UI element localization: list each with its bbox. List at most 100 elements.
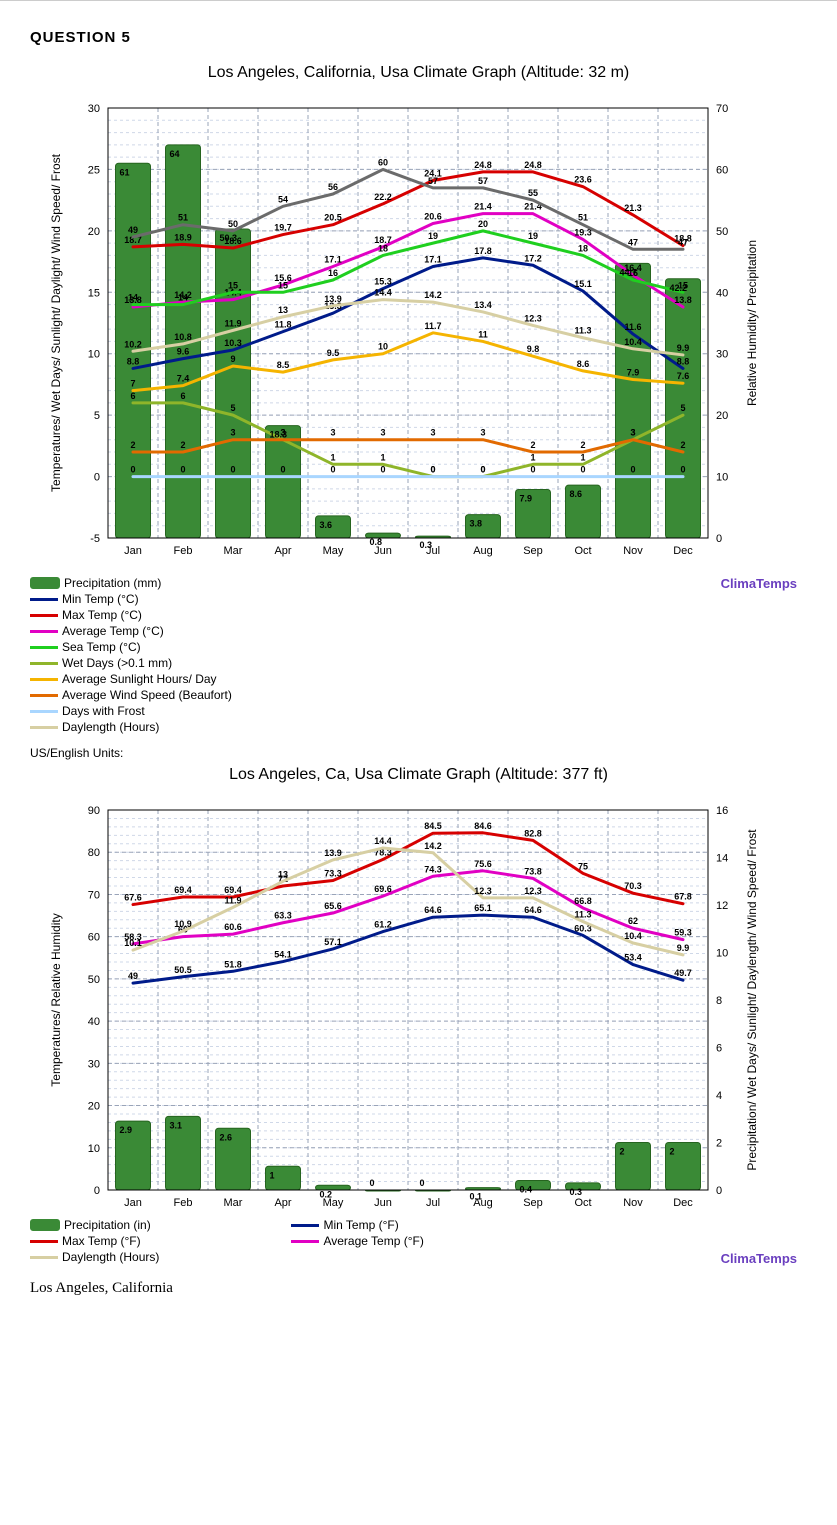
svg-text:67.8: 67.8 [674,892,692,902]
svg-text:3: 3 [230,428,235,438]
svg-text:Temperatures/ Relative Humidit: Temperatures/ Relative Humidity [49,913,63,1086]
svg-text:17.8: 17.8 [474,246,492,256]
chart2-svg: 010203040506070809002468101214164950.551… [30,790,790,1210]
svg-text:20: 20 [716,410,728,422]
svg-text:0: 0 [716,1185,722,1197]
legend-item: Average Temp (°C) [30,624,403,638]
svg-text:10.3: 10.3 [224,338,242,348]
svg-text:5: 5 [680,403,685,413]
svg-text:10.1: 10.1 [124,938,142,948]
svg-text:50: 50 [228,219,238,229]
svg-text:18: 18 [578,243,588,253]
svg-text:6: 6 [130,391,135,401]
svg-text:0: 0 [680,465,685,475]
svg-text:80: 80 [88,847,100,859]
svg-text:15: 15 [228,280,238,290]
svg-text:15.3: 15.3 [374,277,392,287]
svg-text:9.8: 9.8 [527,344,540,354]
chart2-title: Los Angeles, Ca, Usa Climate Graph (Alti… [30,766,807,784]
svg-text:1: 1 [330,452,335,462]
svg-text:3: 3 [330,428,335,438]
svg-text:13.9: 13.9 [324,848,342,858]
svg-text:49.7: 49.7 [674,968,692,978]
svg-text:Apr: Apr [274,545,291,557]
svg-text:64.6: 64.6 [524,905,542,915]
svg-text:3.1: 3.1 [170,1120,183,1130]
svg-text:Jun: Jun [374,545,392,557]
legend-item: Sea Temp (°C) [30,640,403,654]
svg-text:2.9: 2.9 [120,1125,133,1135]
svg-text:47: 47 [678,237,688,247]
svg-text:Feb: Feb [174,545,193,557]
svg-text:22.2: 22.2 [374,192,392,202]
svg-text:Jul: Jul [426,1197,440,1209]
svg-text:3: 3 [480,428,485,438]
svg-text:14.2: 14.2 [424,841,442,851]
svg-text:57: 57 [478,176,488,186]
svg-text:Nov: Nov [623,545,643,557]
svg-text:55: 55 [528,188,538,198]
svg-text:11.3: 11.3 [574,326,591,336]
svg-text:18: 18 [378,243,388,253]
svg-text:18.3: 18.3 [270,430,288,440]
svg-text:14.4: 14.4 [374,288,392,298]
svg-text:70: 70 [88,889,100,901]
svg-text:51: 51 [578,213,588,223]
brand-1: ClimaTemps [721,576,797,591]
svg-text:10.4: 10.4 [624,931,642,941]
svg-text:Precipitation/ Wet Days/ Sunli: Precipitation/ Wet Days/ Sunlight/ Dayle… [745,829,759,1171]
svg-text:0: 0 [180,465,185,475]
svg-text:65.1: 65.1 [474,903,492,913]
svg-text:25: 25 [88,164,100,176]
legend-item: Daylength (Hours) [30,1250,273,1264]
chart2: 010203040506070809002468101214164950.551… [30,790,807,1210]
svg-text:64.6: 64.6 [424,905,442,915]
svg-text:16: 16 [716,805,728,817]
svg-text:11.8: 11.8 [274,320,291,330]
svg-text:20: 20 [88,226,100,238]
legend-item: Average Sunlight Hours/ Day [30,672,403,686]
svg-text:84.5: 84.5 [424,821,442,831]
svg-text:1: 1 [530,452,535,462]
svg-text:24.8: 24.8 [524,160,542,170]
svg-text:1: 1 [270,1170,275,1180]
svg-text:60: 60 [716,164,728,176]
svg-text:Relative Humidity/ Precipitati: Relative Humidity/ Precipitation [745,240,759,406]
svg-text:11.7: 11.7 [424,321,441,331]
svg-text:7.9: 7.9 [520,493,533,503]
svg-text:3: 3 [630,428,635,438]
svg-text:Feb: Feb [174,1197,193,1209]
svg-text:10.4: 10.4 [624,337,642,347]
legend-item: Wet Days (>0.1 mm) [30,656,403,670]
svg-text:2: 2 [580,440,585,450]
svg-text:73.8: 73.8 [524,866,542,876]
svg-text:69.4: 69.4 [224,885,242,895]
svg-text:30: 30 [716,349,728,361]
svg-text:13: 13 [278,869,288,879]
svg-text:3: 3 [430,428,435,438]
svg-text:15.1: 15.1 [574,279,592,289]
svg-text:84.6: 84.6 [474,821,492,831]
svg-text:50.3: 50.3 [220,233,238,243]
svg-text:0: 0 [130,465,135,475]
chart1-svg: -50510152025300102030405060708.89.610.31… [30,88,790,568]
svg-text:65.6: 65.6 [324,901,342,911]
svg-text:19: 19 [428,231,438,241]
svg-text:15: 15 [88,287,100,299]
svg-text:Jan: Jan [124,1197,142,1209]
svg-text:2: 2 [670,1147,675,1157]
chart1-title: Los Angeles, California, Usa Climate Gra… [30,64,807,82]
svg-text:0: 0 [420,1178,425,1188]
svg-text:2: 2 [680,440,685,450]
svg-text:9.6: 9.6 [177,347,190,357]
svg-text:49: 49 [128,225,138,235]
svg-text:11.9: 11.9 [224,895,241,905]
svg-text:69.4: 69.4 [174,885,192,895]
svg-text:0: 0 [330,465,335,475]
svg-text:57: 57 [428,176,438,186]
svg-text:75.6: 75.6 [474,859,492,869]
svg-text:47: 47 [628,237,638,247]
question-label: QUESTION 5 [30,29,807,46]
svg-text:61.2: 61.2 [374,920,392,930]
svg-text:May: May [323,545,344,557]
